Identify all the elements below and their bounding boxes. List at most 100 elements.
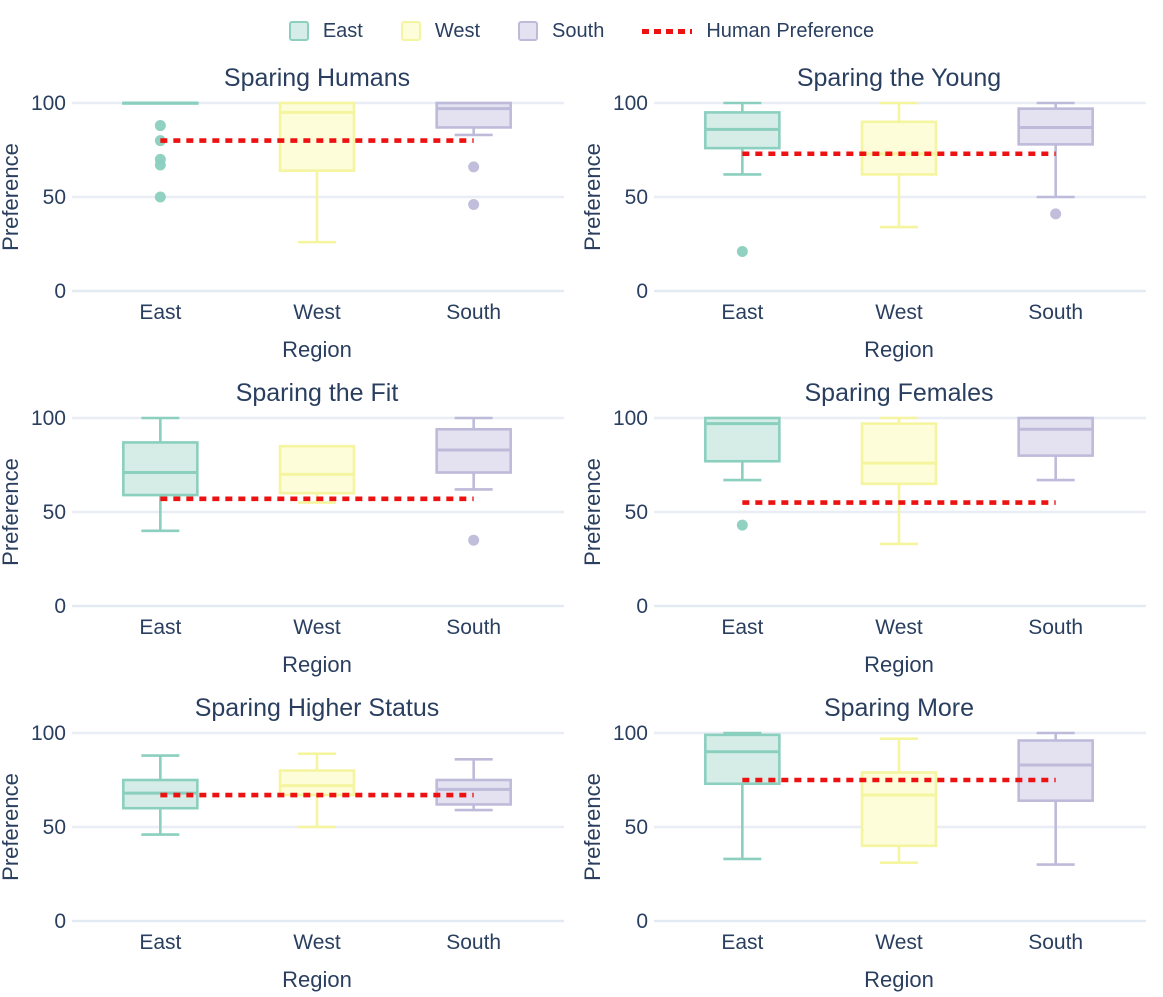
box-south [435,101,512,211]
y-tick-label: 100 [613,407,648,430]
plot-title: Sparing the Young [797,64,1001,92]
plot-title: Sparing Higher Status [195,694,440,722]
chart-legend: East West South Human Preference [0,0,1163,50]
y-tick-label: 100 [613,722,648,745]
legend-label-south: South [552,19,605,42]
subplot-grid: 0 50 100 Sparing Humans Region Preference East… [0,50,1163,995]
east-box-swatch-icon [288,21,309,41]
legend-item-human-preference[interactable]: Human Preference [642,20,874,43]
iqr-box [435,101,512,129]
box-south [1017,101,1094,220]
x-tick-label-south: South [1028,616,1083,639]
boxplot-canvas: 0 50 100 Sparing Humans Region Preference East… [0,64,564,362]
legend-item-east[interactable]: East [288,19,363,43]
y-tick-label: 0 [636,280,648,303]
x-tick-label-west: West [875,301,923,324]
box-south [1017,416,1094,482]
boxplot-canvas: 0 50 100 Sparing More Region Preference East We… [582,694,1146,992]
outlier-point [468,161,480,173]
y-tick-label: 0 [636,595,648,618]
y-tick-label: 100 [31,92,66,115]
x-tick-label-south: South [1028,931,1083,954]
x-tick-label-east: East [721,301,763,324]
x-tick-label-east: East [139,931,181,954]
outlier-point [154,159,166,171]
iqr-box [860,120,938,176]
box-west [860,737,938,865]
iqr-box [704,416,781,463]
subplot-sparing-higher-status: 0 50 100 Sparing Higher Status Region Prefere… [0,680,582,995]
iqr-box [860,422,938,486]
outlier-point [154,191,166,203]
subplot-sparing-the-young: 0 50 100 Sparing the Young Region Preference E… [582,50,1163,365]
x-tick-label-east: East [721,616,763,639]
box-west [278,101,356,244]
y-tick-label: 50 [43,816,66,839]
x-tick-label-east: East [721,931,763,954]
x-axis-label: Region [282,652,352,677]
legend-label-west: West [434,19,481,42]
x-tick-label-south: South [446,616,501,639]
y-tick-label: 50 [625,501,648,524]
outlier-point [1050,208,1062,220]
x-axis-label: Region [864,337,934,362]
dashed-line-swatch-icon [642,28,693,34]
plot-title: Sparing Females [805,379,994,407]
box-west [860,101,938,229]
y-axis-label: Preference [582,458,605,566]
outlier-point [468,199,480,211]
outlier-point [736,519,748,531]
x-tick-label-west: West [875,616,923,639]
y-tick-label: 100 [31,407,66,430]
x-tick-label-west: West [875,931,923,954]
y-tick-label: 50 [625,186,648,209]
y-tick-label: 50 [43,501,66,524]
y-tick-label: 0 [54,280,66,303]
box-south [1017,731,1094,866]
west-box-swatch-icon [400,21,421,41]
y-axis-label: Preference [0,458,23,566]
legend-item-south[interactable]: South [518,20,604,43]
iqr-box [704,733,781,786]
iqr-box [1017,739,1094,802]
outlier-point [154,120,166,132]
box-east [122,101,199,203]
x-axis-label: Region [864,652,934,677]
outlier-point [736,246,748,258]
x-tick-label-east: East [139,616,181,639]
y-axis-label: Preference [582,143,605,251]
box-east [704,731,781,861]
boxplot-canvas: 0 50 100 Sparing the Fit Region Preference Eas… [0,379,564,677]
iqr-box [435,778,512,806]
y-tick-label: 0 [636,910,648,933]
y-tick-label: 100 [613,92,648,115]
x-tick-label-west: West [293,301,341,324]
x-axis-label: Region [864,967,934,992]
y-tick-label: 0 [54,910,66,933]
subplot-sparing-humans: 0 50 100 Sparing Humans Region Preference East… [0,50,582,365]
subplot-sparing-females: 0 50 100 Sparing Females Region Preference Eas… [582,365,1163,680]
x-tick-label-south: South [1028,301,1083,324]
x-tick-label-west: West [293,616,341,639]
x-tick-label-south: South [446,301,501,324]
box-east [122,416,199,533]
box-west [278,444,356,504]
boxplot-canvas: 0 50 100 Sparing the Young Region Preference E… [582,64,1146,362]
box-west [860,416,938,546]
box-south [435,416,512,546]
y-axis-label: Preference [0,773,23,881]
x-tick-label-south: South [446,931,501,954]
y-axis-label: Preference [0,143,23,251]
iqr-box [278,101,356,172]
x-axis-label: Region [282,967,352,992]
iqr-box [860,771,938,848]
plot-title: Sparing Humans [224,64,410,92]
legend-label-east: East [322,19,363,42]
box-south [435,758,512,812]
y-tick-label: 0 [54,595,66,618]
x-tick-label-east: East [139,301,181,324]
iqr-box [1017,416,1094,457]
legend-item-west[interactable]: West [400,19,481,43]
boxplot-canvas: 0 50 100 Sparing Higher Status Region Prefere… [0,694,564,992]
plot-title: Sparing More [824,694,974,722]
